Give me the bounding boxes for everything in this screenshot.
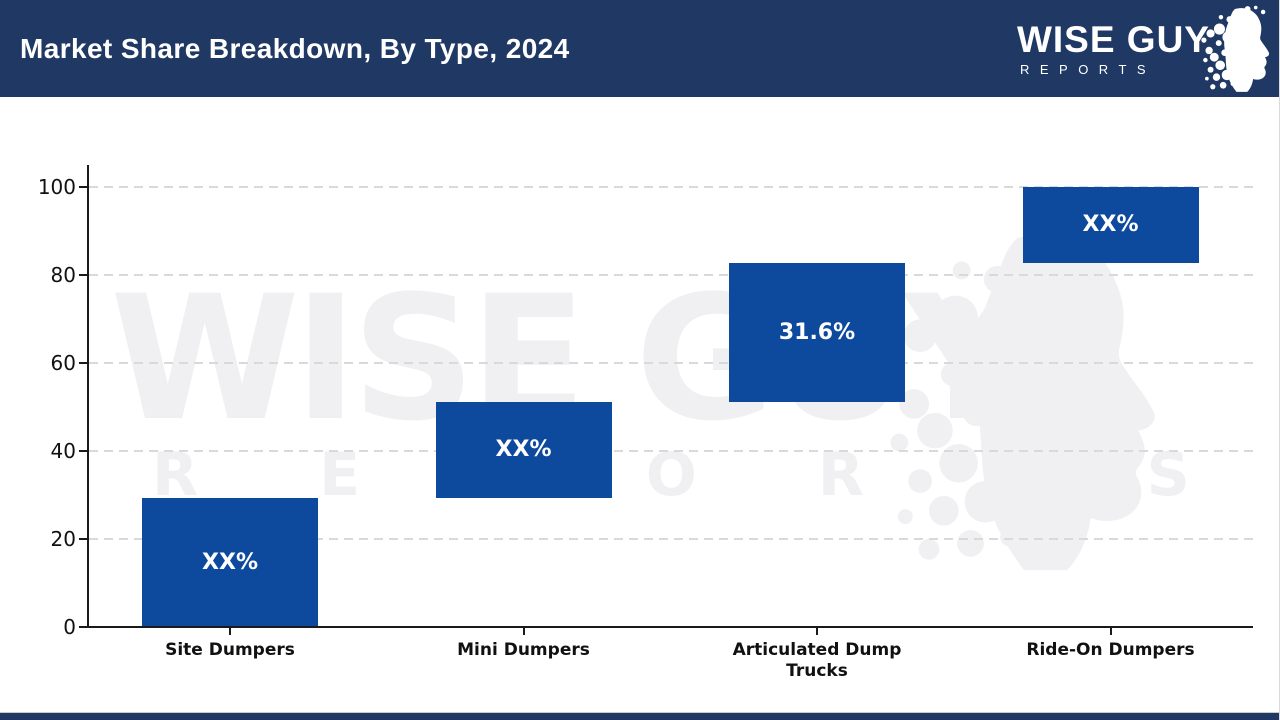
- gridline: [89, 362, 1253, 364]
- bar-segment: XX%: [142, 498, 318, 627]
- x-axis-line: [87, 626, 1253, 628]
- y-tick-mark: [79, 274, 87, 276]
- y-tick-label: 100: [37, 175, 76, 199]
- y-tick-label: 20: [50, 527, 76, 551]
- gridline: [89, 186, 1253, 188]
- bar-value-label: 31.6%: [778, 319, 856, 345]
- x-category-label: Mini Dumpers: [457, 640, 590, 660]
- logo-subtitle: REPORTS: [1019, 62, 1157, 77]
- y-tick-label: 80: [50, 263, 76, 287]
- x-category-label: Ride-On Dumpers: [1026, 640, 1195, 660]
- brand-logo: WISE GUY REPORTS: [1017, 2, 1272, 95]
- x-tick-mark: [1109, 628, 1112, 635]
- y-tick-label: 0: [63, 615, 76, 639]
- y-tick-label: 40: [50, 439, 76, 463]
- x-tick-mark: [522, 628, 525, 635]
- gridline: [89, 450, 1253, 452]
- y-tick-mark: [79, 538, 87, 540]
- y-tick-label: 60: [50, 351, 76, 375]
- gridline: [89, 538, 1253, 540]
- bar-segment: XX%: [1022, 187, 1199, 263]
- logo-wordmark: WISE GUY: [1016, 19, 1210, 60]
- gridline: [89, 274, 1253, 276]
- y-tick-mark: [79, 186, 87, 188]
- bar-value-label: XX%: [202, 550, 258, 576]
- y-axis-line: [87, 165, 89, 627]
- bar-segment: 31.6%: [729, 262, 905, 402]
- footer-bar: [0, 712, 1280, 720]
- y-tick-mark: [79, 450, 87, 452]
- x-tick-mark: [816, 628, 818, 635]
- y-tick-mark: [79, 626, 87, 628]
- header: Market Share Breakdown, By Type, 2024 WI…: [0, 0, 1280, 97]
- bar-segment: XX%: [435, 401, 612, 499]
- logo-face-icon: [1201, 5, 1270, 92]
- x-category-label: Articulated Dump Trucks: [732, 640, 902, 681]
- x-category-label: Site Dumpers: [165, 640, 295, 660]
- y-tick-mark: [79, 362, 87, 364]
- bar-value-label: XX%: [495, 437, 552, 463]
- x-tick-mark: [229, 628, 231, 635]
- bar-value-label: XX%: [1082, 212, 1139, 238]
- page-title: Market Share Breakdown, By Type, 2024: [20, 32, 570, 64]
